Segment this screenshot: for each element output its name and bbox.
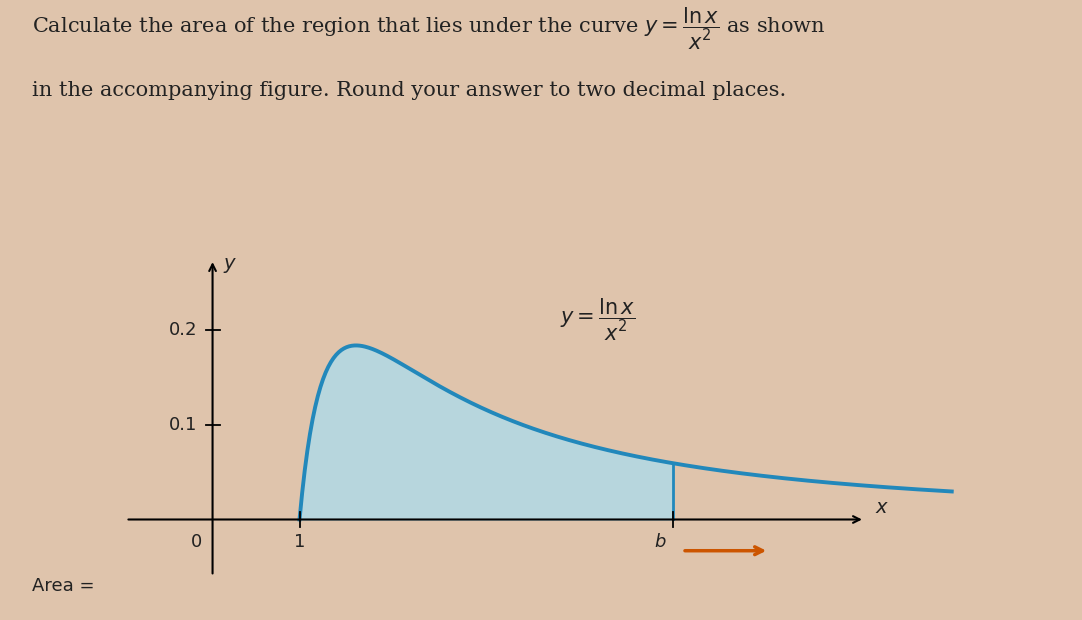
Text: Calculate the area of the region that lies under the curve $y = \dfrac{\ln x}{x^: Calculate the area of the region that li…: [32, 6, 827, 52]
Text: 0: 0: [190, 533, 202, 551]
Text: 1: 1: [294, 533, 305, 551]
Text: $y = \dfrac{\mathrm{ln}\, x}{x^2}$: $y = \dfrac{\mathrm{ln}\, x}{x^2}$: [560, 297, 636, 343]
Text: in the accompanying figure. Round your answer to two decimal places.: in the accompanying figure. Round your a…: [32, 81, 787, 100]
Text: 0.2: 0.2: [169, 321, 197, 339]
Text: Area =: Area =: [32, 577, 95, 595]
Text: $x$: $x$: [875, 498, 889, 516]
Text: $b$: $b$: [655, 533, 667, 551]
Text: 0.1: 0.1: [169, 416, 197, 434]
Text: $y$: $y$: [223, 257, 237, 275]
